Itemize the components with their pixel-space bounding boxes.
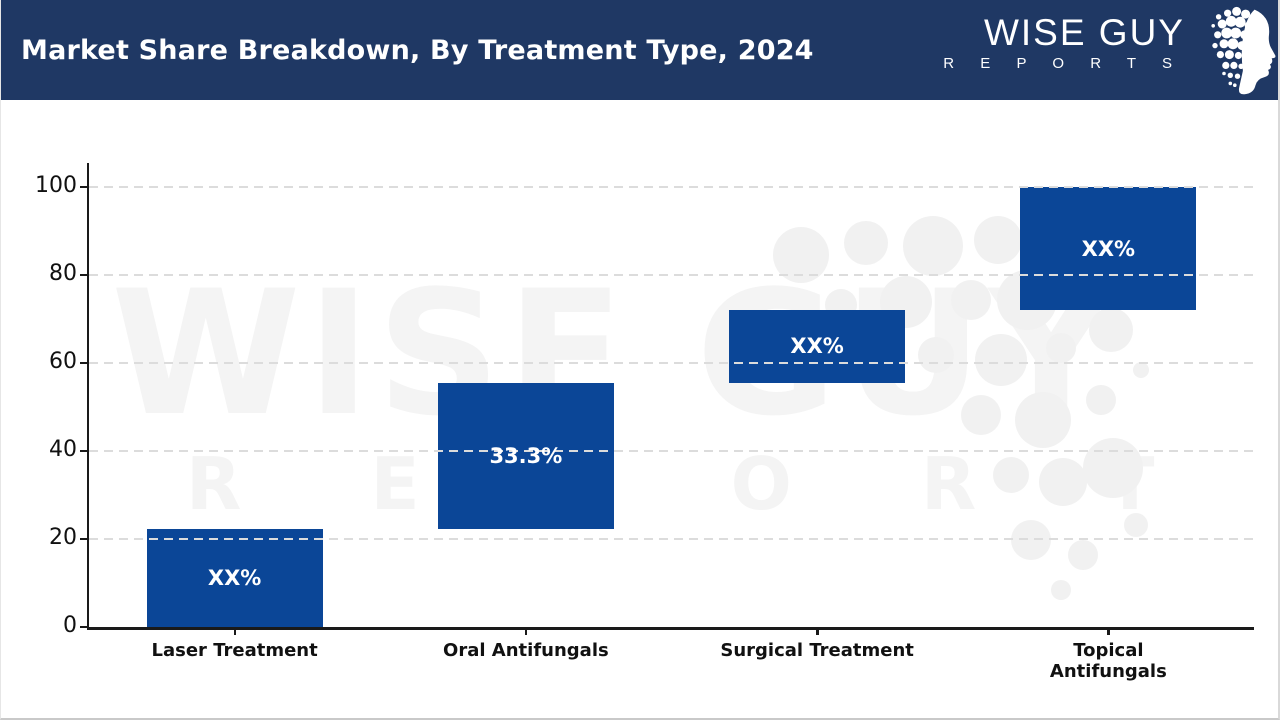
- gridline-y20: [89, 538, 1254, 541]
- bar-value-label: 33.3%: [489, 444, 563, 469]
- y-tick-mark: [80, 450, 88, 453]
- x-tick-mark: [816, 628, 819, 635]
- y-tick-label: 80: [49, 261, 77, 287]
- bar-value-label: XX%: [1081, 236, 1136, 261]
- page-title: Market Share Breakdown, By Treatment Typ…: [21, 34, 814, 66]
- wise-guy-logo: WISE GUY R E P O R T S: [943, 12, 1185, 72]
- logo-wordmark: WISE GUY: [983, 12, 1185, 53]
- gridline-y60: [89, 362, 1254, 365]
- bar-1: [146, 529, 323, 627]
- y-tick-mark: [80, 538, 88, 541]
- y-tick-mark: [80, 274, 88, 277]
- x-category-label: Surgical Treatment: [720, 640, 914, 661]
- y-tick-mark: [80, 362, 88, 365]
- x-tick-mark: [1107, 628, 1110, 635]
- y-tick-mark: [80, 186, 88, 189]
- logo-subtitle: R E P O R T S: [943, 54, 1183, 72]
- bar-3: [729, 309, 906, 383]
- header-bar: Market Share Breakdown, By Treatment Typ…: [1, 0, 1278, 100]
- bar-2: [437, 382, 614, 530]
- x-category-label: Oral Antifungals: [443, 640, 609, 661]
- y-tick-label: 20: [49, 525, 77, 551]
- y-tick-label: 40: [49, 437, 77, 463]
- gridline-y40: [89, 450, 1254, 453]
- x-category-label: Laser Treatment: [151, 640, 318, 661]
- gridline-y80: [89, 274, 1254, 277]
- logo-face-dots-icon: [1211, 6, 1276, 95]
- bar-value-label: XX%: [207, 566, 262, 591]
- bar-value-label: XX%: [790, 334, 844, 359]
- y-tick-label: 0: [63, 613, 77, 638]
- y-tick-label: 100: [35, 173, 77, 199]
- bar-4: [1020, 187, 1197, 310]
- x-tick-mark: [233, 628, 237, 635]
- y-axis: [86, 163, 89, 630]
- x-category-label: Topical Antifungals: [1049, 640, 1167, 683]
- x-tick-mark: [524, 628, 528, 635]
- gridline-y100: [89, 186, 1254, 189]
- y-tick-mark: [80, 626, 88, 628]
- x-axis: [86, 626, 1254, 630]
- y-tick-label: 60: [49, 349, 77, 375]
